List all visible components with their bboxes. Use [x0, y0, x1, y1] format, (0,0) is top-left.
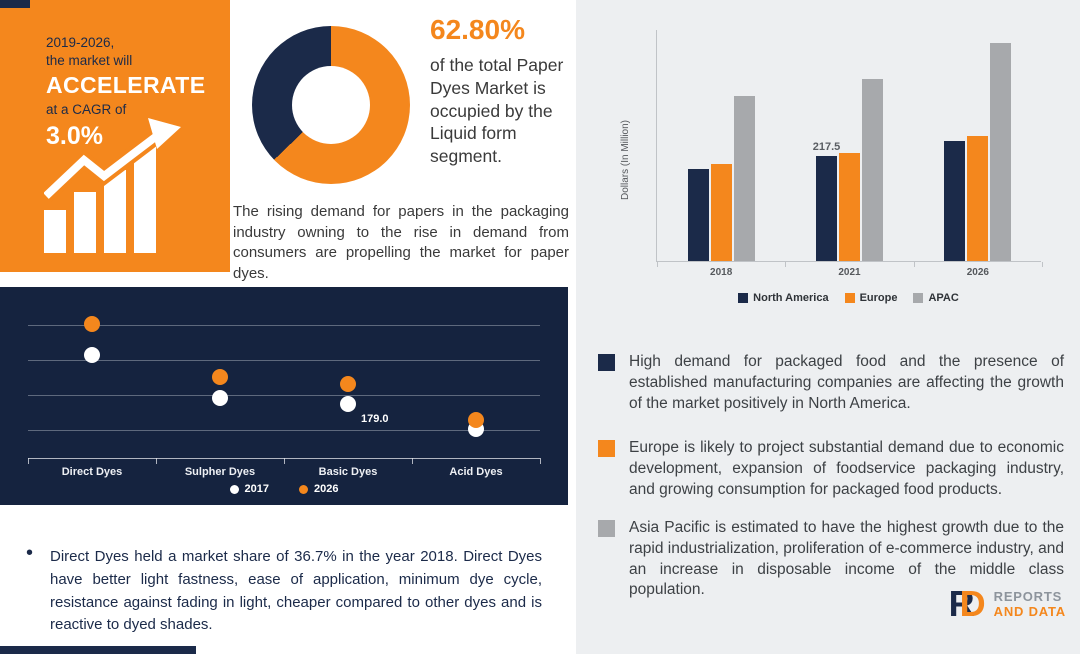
dot-2026-acid-dyes [468, 412, 484, 429]
bar-europe-2026 [967, 135, 989, 261]
insight-north-america-text: High demand for packaged food and the pr… [629, 353, 1064, 412]
legend-swatch [229, 484, 239, 494]
dye-type-dot-chart-panel: Direct Dyes Sulpher Dyes Basic Dyes Acid Dy… [0, 287, 568, 505]
dot-category-label: Basic Dyes [318, 466, 378, 478]
promo-line2: the market will [46, 53, 133, 69]
corner-accent-bar [0, 0, 30, 8]
legend-swatch [299, 484, 308, 494]
legend-label: 2017 [244, 483, 269, 495]
insight-europe-text: Europe is likely to project substantial … [629, 439, 1064, 498]
bottom-accent-bar [0, 646, 196, 654]
bar-category-label: 2021 [838, 267, 861, 278]
logo-line-reports: REPORTS [993, 589, 1063, 604]
donut-hole [292, 66, 370, 144]
axis-tick [28, 458, 29, 464]
dot-2026-basic-dyes [340, 376, 356, 392]
dot-legend-item: 2017 [229, 483, 269, 495]
axis-tick [540, 458, 541, 464]
bar-category-label: 2026 [966, 267, 989, 278]
dot-2017-basic-dyes [340, 395, 356, 412]
bar-legend-item: North America [738, 292, 829, 304]
axis-tick [657, 262, 658, 267]
dot-plot-area: Direct Dyes Sulpher Dyes Basic Dyes Acid Dy… [0, 287, 568, 505]
dot-data-label: 179.0 [361, 412, 389, 425]
gridline [28, 325, 540, 326]
bullet-marker: • [26, 542, 34, 564]
axis-tick [156, 458, 157, 464]
dot-2017-direct-dyes [84, 346, 100, 363]
bar-chart-y-axis-label: Dollars (In Million) [620, 119, 631, 200]
dot-2026-sulpher-dyes [212, 369, 228, 386]
legend-swatch [913, 293, 924, 303]
promo-headline: ACCELERATE [46, 72, 206, 99]
insight-apac-text: Asia Pacific is estimated to have the hi… [629, 519, 1064, 599]
legend-label: 2026 [314, 483, 339, 495]
gridline [28, 360, 540, 361]
logo-text: REPORTS AND DATA [994, 589, 1066, 619]
bar-apac-2018 [733, 96, 755, 261]
cagr-promo-block: 2019-2026, the market will ACCELERATE at… [0, 0, 230, 272]
cagr-promo-text: 2019-2026, the market will ACCELERATE at… [46, 34, 205, 151]
regional-bar-chart: 2018 2021 2026 217.5 [656, 30, 1043, 278]
europe-swatch [598, 440, 615, 457]
dot-chart-legend: 2017 2026 [0, 483, 568, 495]
legend-label: APAC [928, 292, 959, 304]
right-panel: Dollars (In Million) 2018 2021 2026 217.5 N… [576, 0, 1080, 654]
bar-data-label: 217.5 [812, 140, 841, 153]
legend-label: Europe [859, 292, 898, 304]
insight-apac: Asia Pacific is estimated to have the hi… [598, 518, 1064, 601]
legend-swatch [738, 293, 749, 303]
bar-europe-2018 [710, 163, 732, 261]
apac-swatch [598, 520, 615, 537]
logo-letter-r: R [948, 583, 975, 624]
logo-letter-d: D [959, 583, 986, 624]
promo-line4: at a CAGR of [46, 102, 127, 118]
promo-period: 2019-2026, [46, 35, 115, 50]
legend-swatch [844, 293, 855, 303]
promo-cagr-value: 3.0% [46, 121, 103, 150]
dot-2026-direct-dyes [84, 315, 100, 332]
bar-legend-item: APAC [913, 292, 959, 304]
dot-category-label: Acid Dyes [449, 466, 503, 478]
donut-description: of the total Paper Dyes Market is occupi… [430, 55, 564, 166]
dot-category-label: Direct Dyes [61, 466, 123, 478]
axis-tick [412, 458, 413, 464]
bar-chart-legend: North America Europe APAC [656, 292, 1041, 304]
axis-tick [785, 262, 787, 267]
growth-chart-icon [40, 118, 184, 258]
axis-tick [1042, 262, 1043, 267]
bar-north-america-2018 [687, 169, 709, 261]
dot-2017-sulpher-dyes [212, 389, 228, 406]
logo-line-and-data: AND DATA [993, 604, 1066, 619]
gridline [28, 395, 540, 396]
donut-percent-value: 62.80% [430, 14, 525, 45]
dot-category-label: Sulpher Dyes [184, 466, 256, 478]
bar-north-america-2026 [944, 141, 966, 261]
gridline [28, 430, 540, 431]
bar-north-america-2021 [816, 155, 837, 261]
insight-europe: Europe is likely to project substantial … [598, 438, 1064, 500]
bar-category-label: 2018 [710, 267, 733, 278]
donut-chart [252, 26, 410, 184]
axis-tick [913, 262, 915, 267]
intro-paragraph: The rising demand for papers in the pack… [233, 203, 569, 283]
insight-north-america: High demand for packaged food and the pr… [598, 352, 1064, 414]
bar-apac-2026 [990, 42, 1012, 261]
direct-dyes-note: Direct Dyes held a market share of 36.7%… [50, 548, 542, 634]
bar-legend-item: Europe [844, 292, 898, 304]
axis-tick [284, 458, 285, 464]
bar-europe-2021 [839, 152, 860, 261]
dot-legend-item: 2026 [299, 483, 338, 495]
rd-logo-icon: RD [949, 586, 986, 622]
legend-label: North America [753, 292, 829, 304]
reports-and-data-logo: RD REPORTS AND DATA [949, 586, 1066, 622]
north-america-swatch [598, 354, 615, 371]
bar-apac-2021 [862, 78, 883, 261]
